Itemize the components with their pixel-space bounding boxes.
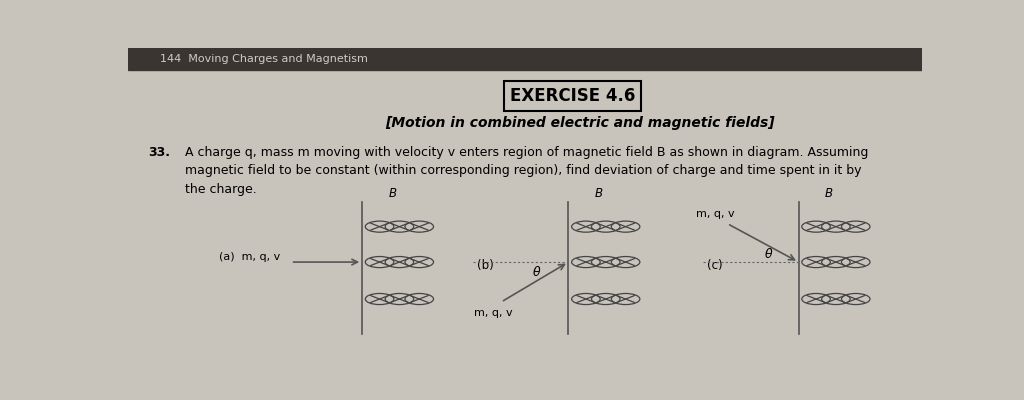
Text: (b): (b) (477, 259, 494, 272)
Text: m, q, v: m, q, v (474, 308, 512, 318)
Text: B: B (388, 188, 396, 200)
Text: (c): (c) (708, 259, 723, 272)
Text: B: B (824, 188, 833, 200)
Text: EXERCISE 4.6: EXERCISE 4.6 (510, 87, 635, 105)
Text: [Motion in combined electric and magnetic fields]: [Motion in combined electric and magneti… (386, 116, 775, 130)
Text: B: B (595, 188, 602, 200)
Text: (a)  m, q, v: (a) m, q, v (219, 252, 281, 262)
Text: A charge q, mass m moving with velocity v enters region of magnetic field B as s: A charge q, mass m moving with velocity … (185, 146, 868, 196)
Text: 33.: 33. (147, 146, 170, 159)
Text: m, q, v: m, q, v (696, 209, 734, 219)
Text: θ: θ (765, 248, 772, 261)
Text: θ: θ (532, 266, 541, 279)
Text: 144  Moving Charges and Magnetism: 144 Moving Charges and Magnetism (160, 54, 368, 64)
Bar (128, 48, 922, 70)
